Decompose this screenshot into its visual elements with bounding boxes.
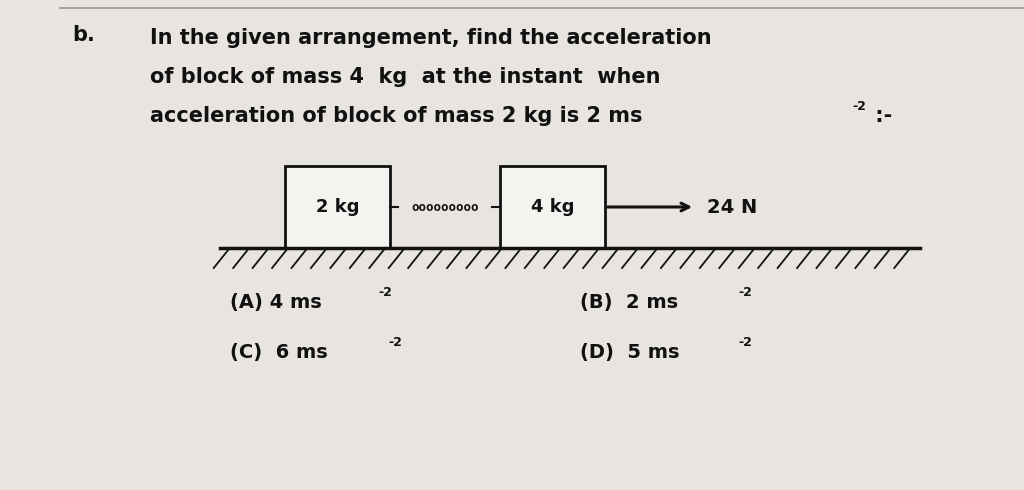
Bar bbox=[285, 166, 390, 248]
Text: acceleration of block of mass 2 kg is 2 ms: acceleration of block of mass 2 kg is 2 … bbox=[150, 106, 642, 126]
Text: (C)  6 ms: (C) 6 ms bbox=[230, 343, 328, 362]
Text: :-: :- bbox=[868, 106, 892, 126]
Text: (A) 4 ms: (A) 4 ms bbox=[230, 293, 322, 312]
Bar bbox=[500, 166, 605, 248]
Text: -2: -2 bbox=[388, 336, 401, 348]
Text: In the given arrangement, find the acceleration: In the given arrangement, find the accel… bbox=[150, 28, 712, 48]
Text: -2: -2 bbox=[738, 286, 752, 298]
Text: -2: -2 bbox=[738, 336, 752, 348]
Text: (D)  5 ms: (D) 5 ms bbox=[580, 343, 680, 362]
Text: of block of mass 4  kg  at the instant  when: of block of mass 4 kg at the instant whe… bbox=[150, 67, 660, 87]
Text: -2: -2 bbox=[378, 286, 392, 298]
Text: b.: b. bbox=[72, 25, 95, 45]
Text: ooooooooo: ooooooooo bbox=[412, 200, 479, 214]
Text: (B)  2 ms: (B) 2 ms bbox=[580, 293, 678, 312]
Text: 4 kg: 4 kg bbox=[530, 198, 574, 216]
Text: 24 N: 24 N bbox=[707, 197, 758, 217]
Text: -2: -2 bbox=[852, 99, 866, 113]
Text: 2 kg: 2 kg bbox=[315, 198, 359, 216]
